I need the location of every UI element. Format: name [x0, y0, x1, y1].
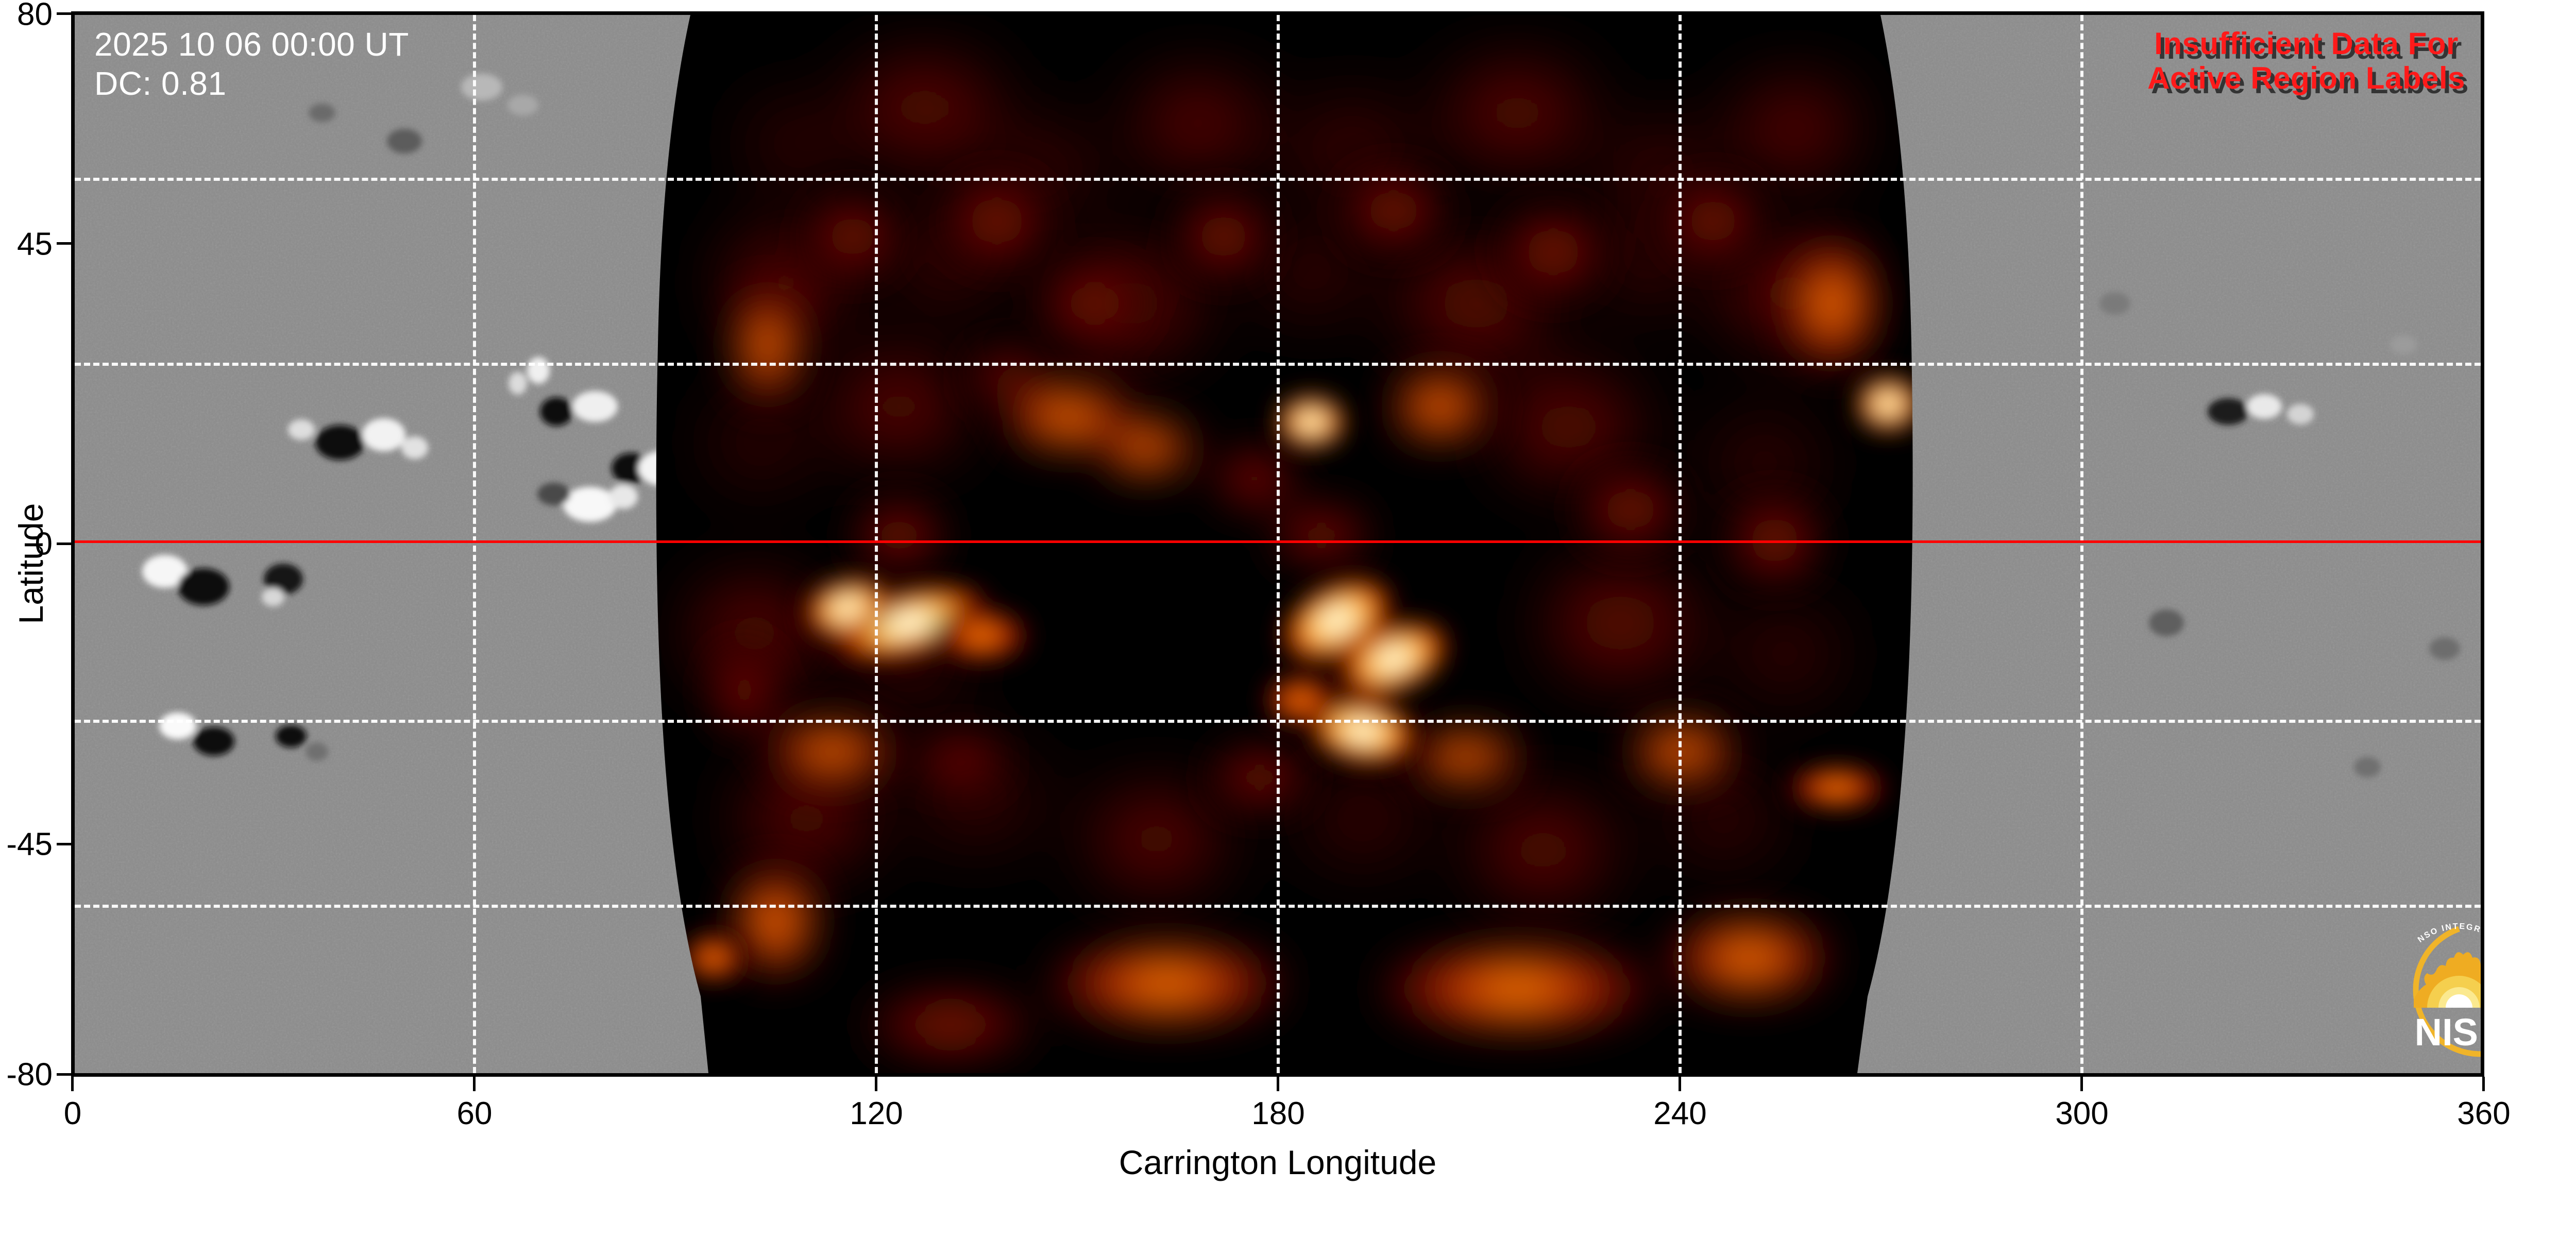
ytick-80: [57, 12, 71, 15]
nisp-logo: NISP NSO INTEGRATED SYNOPTIC PROGRAM: [2413, 922, 2481, 1057]
xticklabel-60: 60: [456, 1096, 493, 1131]
gridline-lat-55: [75, 178, 2481, 181]
farside-map-axes: NISP NSO INTEGRATED SYNOPTIC PROGRAM 202…: [71, 11, 2484, 1077]
x-axis-label: Carrington Longitude: [1118, 1143, 1437, 1181]
equator-line: [75, 540, 2481, 543]
xtick-300: [2080, 1077, 2083, 1091]
yticklabel-n45: -45: [6, 826, 53, 862]
gridline-lat-n27: [75, 720, 2481, 723]
gridline-lon-180: [1277, 15, 1280, 1073]
xticklabel-0: 0: [63, 1096, 82, 1131]
farside-seismic-layer: [75, 15, 2481, 1073]
xtick-60: [473, 1077, 476, 1091]
xticklabel-300: 300: [2055, 1096, 2109, 1131]
gridline-lon-240: [1679, 15, 1682, 1073]
xtick-0: [71, 1077, 74, 1091]
nisp-acronym: NISP: [2415, 1011, 2481, 1054]
xtick-240: [1679, 1077, 1681, 1091]
yticklabel-45: 45: [17, 226, 53, 262]
xtick-360: [2482, 1077, 2485, 1091]
farside-heatmap-svg: [656, 15, 1913, 1073]
yticklabel-n80: -80: [6, 1057, 53, 1093]
gridline-lat-27: [75, 363, 2481, 366]
xticklabel-180: 180: [1251, 1096, 1305, 1131]
yticklabel-0: 0: [35, 526, 53, 562]
yticklabel-80: 80: [17, 0, 53, 32]
gridline-lon-120: [875, 15, 878, 1073]
ytick-45: [57, 242, 71, 245]
xtick-120: [875, 1077, 877, 1091]
ytick-n80: [57, 1073, 71, 1076]
xtick-180: [1277, 1077, 1279, 1091]
gridline-lat-n55: [75, 905, 2481, 908]
xticklabel-240: 240: [1653, 1096, 1707, 1131]
ytick-n45: [57, 843, 71, 845]
gridline-lon-60: [473, 15, 476, 1073]
plot-inner: NISP NSO INTEGRATED SYNOPTIC PROGRAM 202…: [75, 15, 2481, 1073]
xticklabel-360: 360: [2457, 1096, 2511, 1131]
xticklabel-120: 120: [850, 1096, 903, 1131]
gridline-lon-300: [2080, 15, 2083, 1073]
insufficient-data-warning: Insufficient Data For Active Region Labe…: [2147, 26, 2465, 96]
timestamp-annotation: 2025 10 06 00:00 UT DC: 0.81: [94, 26, 409, 102]
ytick-0: [57, 542, 71, 545]
y-axis-label: Latitude: [12, 503, 50, 624]
